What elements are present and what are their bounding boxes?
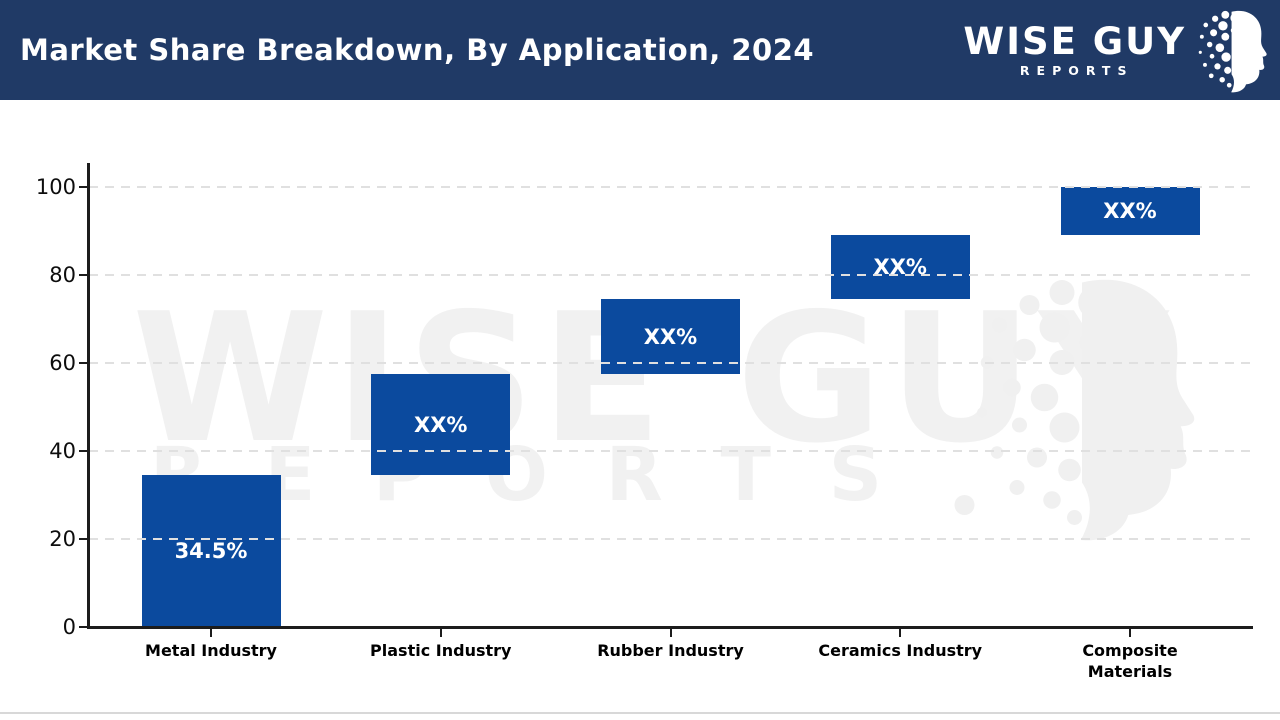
gridline — [89, 450, 1253, 452]
bar-segment: XX% — [830, 235, 970, 300]
bar-segment: XX% — [371, 374, 511, 476]
x-tick-mark — [210, 629, 212, 637]
logo-sub-text: REPORTS — [1019, 62, 1134, 78]
x-category-label: Plastic Industry — [370, 641, 512, 660]
x-tick-mark — [439, 629, 442, 637]
y-tick-label: 20 — [49, 527, 76, 551]
logo-text: WISE GUY REPORTS — [963, 23, 1186, 78]
bar-segment: 34.5% — [141, 475, 281, 627]
y-tick-mark — [79, 274, 88, 276]
gridline — [89, 186, 1253, 188]
bar-value-label: XX% — [414, 412, 468, 437]
y-tick-mark — [79, 538, 88, 540]
x-axis-spine — [87, 626, 1253, 629]
x-category-label: Rubber Industry — [597, 641, 744, 660]
x-tick-mark — [899, 629, 902, 637]
y-tick-mark — [79, 362, 88, 364]
y-tick-mark — [79, 450, 88, 452]
y-tick-mark — [79, 186, 88, 188]
wise-guy-logo: WISE GUY REPORTS — [963, 6, 1272, 94]
bar-segment: XX% — [601, 299, 740, 374]
bar-value-label: 34.5% — [174, 539, 248, 564]
y-axis-spine — [87, 163, 90, 629]
y-tick-label: 80 — [49, 263, 76, 287]
bar-value-label: XX% — [643, 324, 698, 349]
bar-segment: XX% — [1060, 187, 1200, 236]
header-bar: Market Share Breakdown, By Application, … — [0, 0, 1280, 100]
y-tick-mark — [79, 626, 88, 628]
logo-brand-text: WISE GUY — [963, 19, 1186, 63]
gridline — [89, 362, 1253, 364]
y-tick-label: 100 — [35, 175, 76, 199]
gridline — [89, 538, 1253, 540]
chart-canvas: WISE GUY R E P O R T S 0 20 40 60 80 100 34.5%… — [0, 100, 1280, 712]
y-tick-label: 60 — [49, 351, 76, 375]
y-tick-label: 40 — [49, 439, 76, 463]
x-tick-mark — [1129, 629, 1131, 637]
head-silhouette-icon — [1198, 10, 1267, 93]
bar-value-label: XX% — [1103, 199, 1157, 224]
x-category-label: Metal Industry — [145, 641, 277, 660]
page-title: Market Share Breakdown, By Application, … — [20, 33, 815, 67]
gridline — [89, 274, 1253, 276]
bottom-rule — [0, 712, 1280, 714]
x-category-label: Ceramics Industry — [818, 641, 983, 660]
watermark-head-icon — [954, 279, 1195, 541]
x-category-label: Composite Materials — [1082, 641, 1178, 681]
y-tick-label: 0 — [62, 615, 76, 639]
x-tick-mark — [669, 629, 672, 637]
